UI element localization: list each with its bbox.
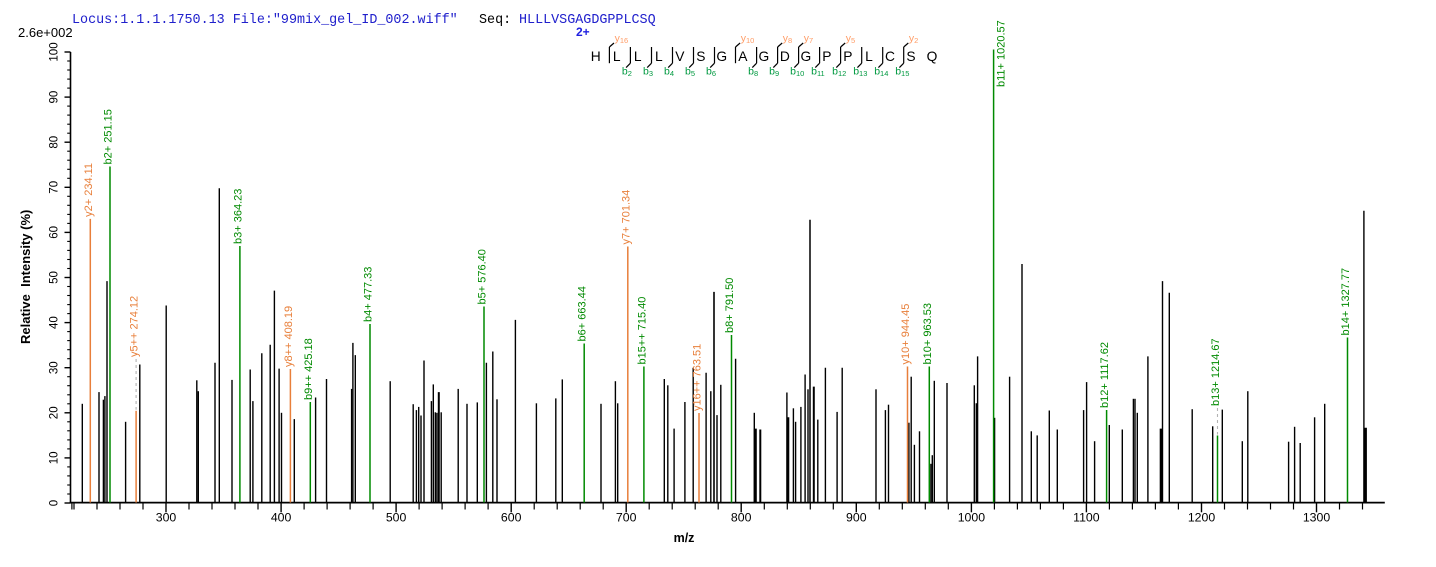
svg-text:b6+ 663.44: b6+ 663.44 — [577, 286, 589, 341]
svg-text:Q: Q — [927, 49, 938, 64]
svg-text:b9++ 425.18: b9++ 425.18 — [303, 338, 315, 400]
svg-text:S: S — [906, 49, 915, 64]
svg-text:L: L — [655, 49, 663, 64]
svg-text:1200: 1200 — [1188, 511, 1216, 525]
svg-text:40: 40 — [49, 316, 61, 329]
svg-text:b14: b14 — [874, 66, 888, 79]
svg-text:80: 80 — [49, 136, 61, 149]
svg-text:500: 500 — [386, 511, 407, 525]
svg-text:2+: 2+ — [576, 25, 590, 39]
svg-text:800: 800 — [731, 511, 752, 525]
svg-text:10: 10 — [49, 452, 61, 465]
svg-text:Locus:1.1.1.1750.13 File:"99mi: Locus:1.1.1.1750.13 File:"99mix_gel_ID_0… — [72, 13, 458, 28]
svg-text:b4: b4 — [664, 66, 674, 79]
svg-text:1000: 1000 — [958, 511, 986, 525]
svg-text:y8++ 408.19: y8++ 408.19 — [283, 306, 295, 367]
svg-text:20: 20 — [49, 406, 61, 419]
svg-text:G: G — [801, 49, 812, 64]
svg-text:Relative Intensity (%): Relative Intensity (%) — [18, 210, 33, 344]
svg-text:H: H — [591, 49, 601, 64]
svg-text:G: G — [716, 49, 727, 64]
svg-text:b10: b10 — [790, 66, 804, 79]
svg-text:L: L — [613, 49, 621, 64]
svg-text:700: 700 — [616, 511, 637, 525]
svg-text:D: D — [780, 49, 790, 64]
svg-text:b5: b5 — [685, 66, 695, 79]
svg-text:y5++ 274.12: y5++ 274.12 — [129, 296, 141, 357]
svg-text:y7+ 701.34: y7+ 701.34 — [620, 190, 632, 245]
svg-text:b15++ 715.40: b15++ 715.40 — [636, 297, 648, 365]
svg-text:m/z: m/z — [674, 531, 695, 545]
svg-text:y8: y8 — [783, 33, 792, 46]
svg-text:1300: 1300 — [1303, 511, 1331, 525]
svg-text:b8+ 791.50: b8+ 791.50 — [724, 278, 736, 333]
svg-text:y2: y2 — [909, 33, 918, 46]
svg-text:Seq:: Seq: — [479, 13, 511, 28]
svg-text:b14+ 1327.77: b14+ 1327.77 — [1340, 268, 1352, 336]
svg-text:300: 300 — [156, 511, 177, 525]
svg-text:400: 400 — [271, 511, 292, 525]
svg-text:C: C — [885, 49, 895, 64]
svg-text:b4+ 477.33: b4+ 477.33 — [363, 267, 375, 322]
svg-text:30: 30 — [49, 361, 61, 374]
svg-text:L: L — [865, 49, 873, 64]
svg-text:900: 900 — [846, 511, 867, 525]
svg-text:HLLLVSGAGDGPPLCSQ: HLLLVSGAGDGPPLCSQ — [519, 13, 656, 28]
svg-text:60: 60 — [49, 226, 61, 239]
svg-text:y5: y5 — [846, 33, 855, 46]
svg-text:b10+ 963.53: b10+ 963.53 — [922, 303, 934, 364]
svg-text:70: 70 — [49, 181, 61, 194]
svg-text:1100: 1100 — [1073, 511, 1100, 525]
svg-text:b2+ 251.15: b2+ 251.15 — [103, 109, 115, 164]
svg-text:b13+ 1214.67: b13+ 1214.67 — [1210, 338, 1222, 406]
svg-text:600: 600 — [501, 511, 522, 525]
svg-text:y10+ 944.45: y10+ 944.45 — [900, 304, 912, 365]
svg-text:b3+ 364.23: b3+ 364.23 — [232, 189, 244, 244]
svg-text:P: P — [822, 49, 831, 64]
svg-text:L: L — [634, 49, 642, 64]
svg-text:b3: b3 — [643, 66, 653, 79]
svg-text:b11+ 1020.57: b11+ 1020.57 — [996, 20, 1008, 87]
svg-text:A: A — [738, 49, 748, 64]
svg-text:b12+ 1117.62: b12+ 1117.62 — [1099, 342, 1111, 408]
svg-text:b8: b8 — [748, 66, 758, 79]
svg-text:y16++ 763.51: y16++ 763.51 — [692, 344, 704, 411]
svg-text:100: 100 — [49, 42, 61, 61]
svg-text:50: 50 — [49, 271, 61, 284]
svg-text:b13: b13 — [853, 66, 867, 79]
svg-text:2.6e+002: 2.6e+002 — [18, 25, 73, 40]
svg-text:b9: b9 — [769, 66, 779, 79]
svg-text:0: 0 — [49, 500, 61, 506]
svg-text:S: S — [696, 49, 705, 64]
svg-text:P: P — [843, 49, 852, 64]
svg-text:b2: b2 — [622, 66, 632, 79]
svg-text:b5+ 576.40: b5+ 576.40 — [477, 249, 489, 304]
svg-text:b6: b6 — [706, 66, 716, 79]
svg-text:G: G — [759, 49, 770, 64]
svg-text:y2+ 234.11: y2+ 234.11 — [83, 163, 95, 217]
svg-text:y16: y16 — [615, 33, 629, 46]
svg-text:y10: y10 — [741, 33, 755, 46]
svg-text:b11: b11 — [811, 66, 825, 79]
svg-text:b15: b15 — [895, 66, 909, 79]
svg-text:b12: b12 — [832, 66, 846, 79]
svg-text:y7: y7 — [804, 33, 813, 46]
svg-text:V: V — [675, 49, 685, 64]
svg-text:90: 90 — [49, 91, 61, 104]
